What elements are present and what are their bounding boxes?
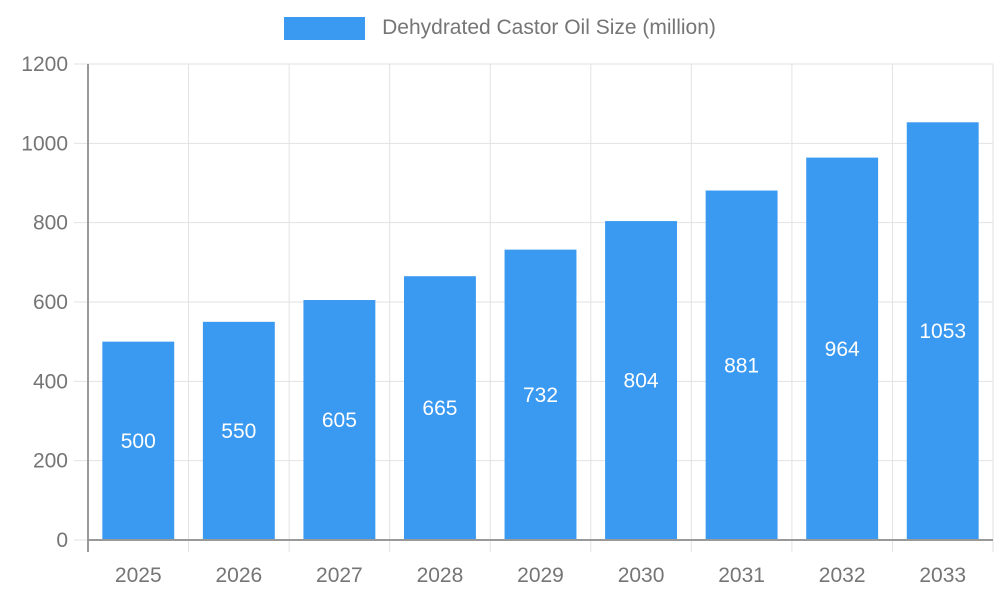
y-axis-tick-label: 600 [33, 291, 68, 314]
legend: Dehydrated Castor Oil Size (million) [0, 16, 1000, 40]
x-axis-tick-label: 2031 [718, 564, 765, 587]
bar-value-label: 605 [322, 409, 357, 432]
x-axis-tick-label: 2030 [618, 564, 665, 587]
bar-2028[interactable] [403, 276, 476, 540]
bar-2027[interactable] [303, 300, 376, 540]
bar-2026[interactable] [202, 321, 275, 540]
bar-value-label: 1053 [919, 320, 966, 343]
bar-value-label: 964 [825, 338, 860, 361]
bar-2030[interactable] [605, 221, 678, 540]
y-axis-tick-label: 1200 [21, 53, 68, 76]
y-axis-tick-label: 400 [33, 370, 68, 393]
bar-2031[interactable] [705, 190, 778, 540]
bar-2032[interactable] [806, 157, 879, 540]
y-axis-tick-label: 800 [33, 212, 68, 235]
y-axis-tick-label: 200 [33, 450, 68, 473]
bar-value-label: 804 [624, 370, 659, 393]
legend-swatch-icon [284, 16, 366, 40]
x-axis-tick-label: 2032 [819, 564, 866, 587]
bar-2025[interactable] [102, 341, 175, 540]
legend-label: Dehydrated Castor Oil Size (million) [382, 16, 716, 39]
bar-value-label: 881 [724, 354, 759, 377]
bar-value-label: 665 [422, 397, 457, 420]
bar-value-label: 732 [523, 384, 558, 407]
bar-value-label: 500 [121, 430, 156, 453]
bar-value-label: 550 [221, 420, 256, 443]
y-axis-tick-label: 0 [56, 529, 68, 552]
x-axis-tick-label: 2027 [316, 564, 363, 587]
x-axis-tick-label: 2033 [919, 564, 966, 587]
x-axis-tick-label: 2026 [215, 564, 262, 587]
bar-2029[interactable] [504, 249, 577, 540]
y-axis-tick-label: 1000 [21, 132, 68, 155]
legend-item[interactable]: Dehydrated Castor Oil Size (million) [284, 16, 716, 40]
x-axis-tick-label: 2025 [115, 564, 162, 587]
x-axis-tick-label: 2029 [517, 564, 564, 587]
bar-2033[interactable] [906, 122, 979, 540]
x-axis-tick-label: 2028 [417, 564, 464, 587]
